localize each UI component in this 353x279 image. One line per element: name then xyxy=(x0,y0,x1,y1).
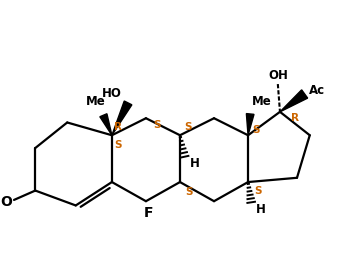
Text: HO: HO xyxy=(102,87,122,100)
Polygon shape xyxy=(112,101,132,135)
Text: S: S xyxy=(252,125,260,135)
Text: S: S xyxy=(185,187,193,197)
Text: O: O xyxy=(0,195,12,209)
Text: R: R xyxy=(114,122,122,132)
Polygon shape xyxy=(100,114,112,135)
Text: S: S xyxy=(184,122,192,132)
Text: Me: Me xyxy=(86,95,106,108)
Text: S: S xyxy=(114,140,121,150)
Text: F: F xyxy=(143,206,153,220)
Text: Ac: Ac xyxy=(309,84,325,97)
Polygon shape xyxy=(246,114,254,135)
Text: S: S xyxy=(255,186,262,196)
Text: OH: OH xyxy=(269,69,289,82)
Text: Me: Me xyxy=(252,95,272,108)
Text: S: S xyxy=(154,120,161,129)
Text: R: R xyxy=(291,113,299,123)
Polygon shape xyxy=(280,90,308,112)
Text: H: H xyxy=(190,157,199,170)
Text: H: H xyxy=(256,203,266,216)
